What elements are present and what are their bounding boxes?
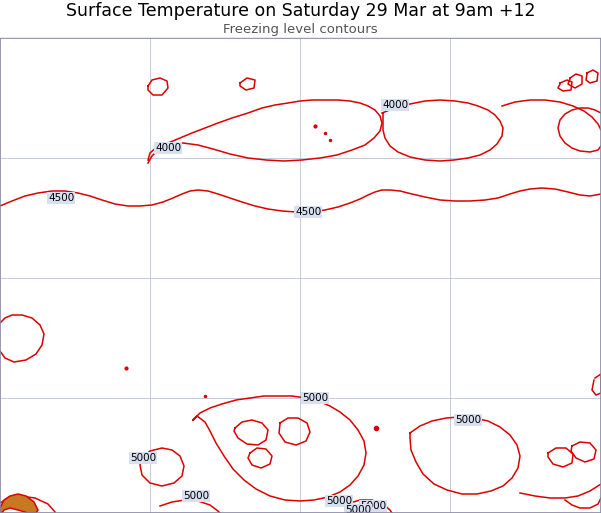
- Text: 5000: 5000: [360, 501, 386, 511]
- Text: Freezing level contours: Freezing level contours: [223, 23, 378, 36]
- Text: 5000: 5000: [455, 415, 481, 425]
- Text: 5000: 5000: [183, 491, 209, 501]
- Text: 5000: 5000: [130, 453, 156, 463]
- Polygon shape: [0, 494, 38, 513]
- Text: Surface Temperature on Saturday 29 Mar at 9am +12: Surface Temperature on Saturday 29 Mar a…: [66, 2, 535, 19]
- Text: 5000: 5000: [345, 505, 371, 513]
- Text: 4000: 4000: [155, 143, 181, 153]
- Text: 5000: 5000: [326, 496, 352, 506]
- Text: 4500: 4500: [295, 207, 322, 217]
- Text: 5000: 5000: [302, 393, 328, 403]
- Text: 4500: 4500: [48, 193, 75, 203]
- Text: 4000: 4000: [382, 100, 408, 110]
